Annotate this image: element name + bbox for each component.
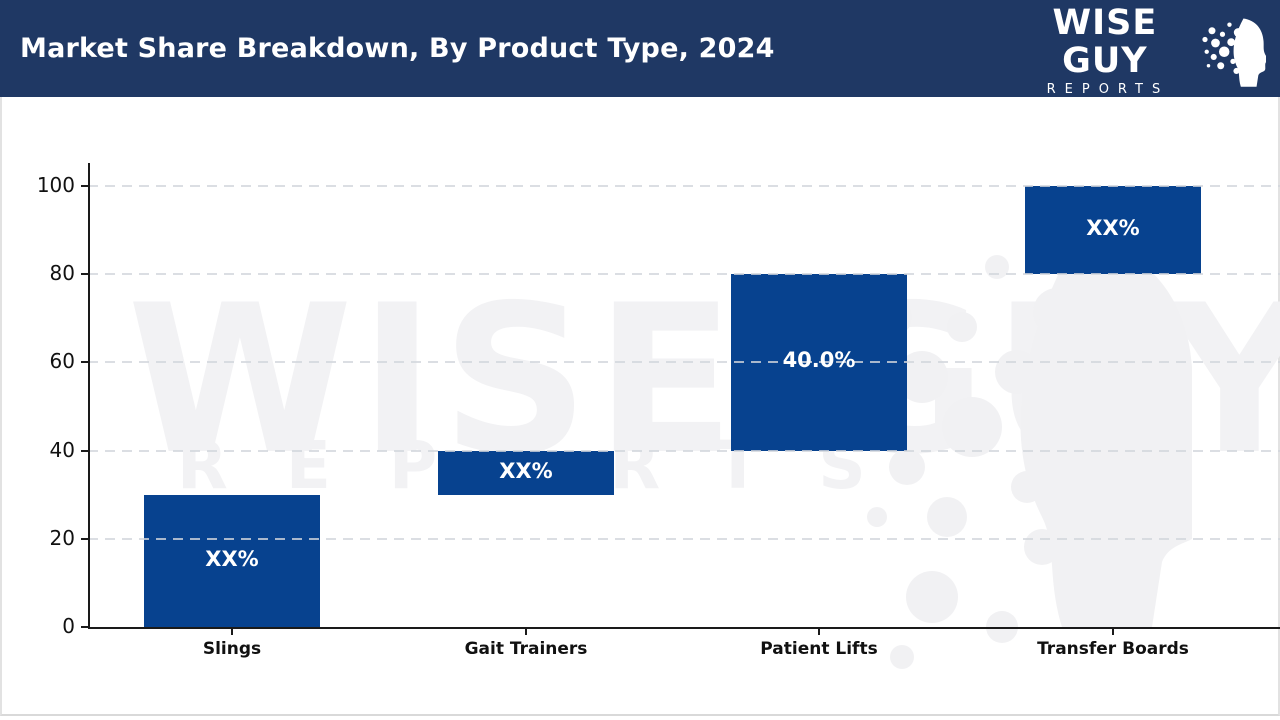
- gridline-80: [88, 273, 1280, 276]
- bar-gait-trainers: [438, 450, 614, 495]
- y-axis-tick-label: 100: [36, 173, 75, 197]
- y-axis-tick-label: 60: [49, 349, 75, 374]
- y-axis-tick-label: 20: [49, 525, 75, 550]
- gridline-60: [88, 361, 1280, 364]
- x-axis-category-label: Transfer Boards: [1037, 639, 1189, 659]
- logo-face-icon: [1202, 18, 1266, 87]
- bar-slings: [144, 494, 320, 627]
- x-axis-tick: [818, 629, 820, 635]
- bar-value-label: 40.0%: [782, 348, 856, 373]
- brand-logo-text: WISE GUY REPORTS: [1016, 4, 1194, 97]
- y-axis-tick: [81, 273, 88, 276]
- bar-value-label: XX%: [205, 546, 259, 571]
- gridline-100: [88, 185, 1280, 187]
- y-axis-tick: [81, 626, 88, 628]
- y-axis-tick-label: 0: [62, 614, 75, 638]
- y-axis-tick: [81, 185, 88, 187]
- x-axis-tick: [231, 629, 233, 635]
- y-axis-tick-label: 40: [49, 437, 75, 462]
- x-axis-line: [88, 627, 1280, 629]
- bar-value-label: XX%: [1086, 216, 1140, 241]
- watermark-brand-text: WISE GUY: [127, 262, 1280, 500]
- y-axis-tick: [81, 449, 88, 452]
- bar-value-label: XX%: [499, 458, 553, 483]
- chart-canvas: WISE GUY REPORTS 020406080100XX%XX%40.0%…: [0, 97, 1280, 716]
- x-axis-category-label: Gait Trainers: [464, 639, 588, 659]
- y-axis-tick: [81, 361, 88, 364]
- x-axis-tick: [1112, 629, 1114, 635]
- gridline-20: [88, 537, 1280, 540]
- brand-logo: WISE GUY REPORTS: [1016, 4, 1266, 97]
- y-axis-tick-label: 80: [49, 261, 75, 286]
- page-title: Market Share Breakdown, By Product Type,…: [20, 33, 775, 64]
- brand-subtitle: REPORTS: [1046, 81, 1170, 97]
- x-axis-tick: [525, 629, 527, 635]
- x-axis-category-label: Slings: [202, 639, 262, 659]
- header: Market Share Breakdown, By Product Type,…: [0, 0, 1280, 97]
- y-axis-line: [88, 163, 90, 629]
- x-axis-category-label: Patient Lifts: [760, 639, 878, 659]
- brand-name: WISE GUY: [1052, 2, 1158, 81]
- gridline-40: [88, 449, 1280, 452]
- y-axis-tick: [81, 537, 88, 540]
